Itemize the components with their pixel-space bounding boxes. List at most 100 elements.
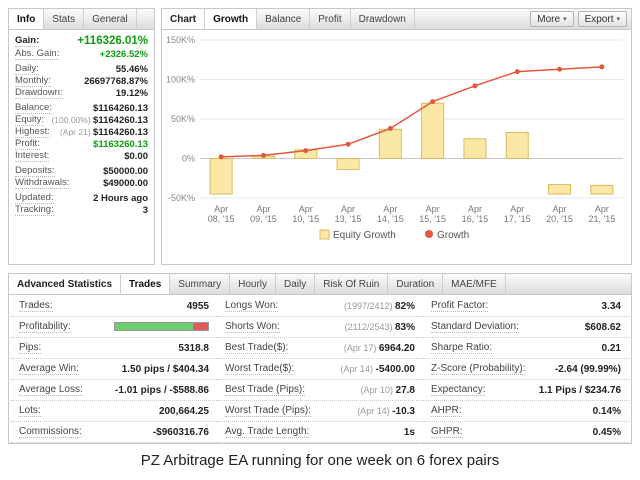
tab-risk-of-ruin[interactable]: Risk Of Ruin	[315, 274, 389, 294]
stat-value-main: 27.8	[395, 384, 415, 396]
equity-growth-legend-marker[interactable]	[319, 229, 330, 240]
y-axis-tick-label: 100K%	[166, 75, 195, 85]
stat-value: 5318.8	[178, 343, 209, 354]
x-axis-label: 14, '15	[377, 214, 404, 224]
tab-advanced-statistics[interactable]: Advanced Statistics	[9, 274, 122, 294]
growth-line-point	[557, 66, 563, 72]
tab-drawdown[interactable]: Drawdown	[351, 9, 415, 29]
stat-row-worst-trade-pips: Worst Trade (Pips): (Apr 14) -10.3	[217, 401, 423, 422]
x-axis-label: Apr	[256, 204, 270, 214]
info-value-main: +116326.01%	[77, 34, 148, 47]
stat-label: Longs Won:	[225, 300, 279, 312]
tab-hourly[interactable]: Hourly	[230, 274, 276, 294]
stat-value-main: 5318.8	[178, 342, 209, 354]
stat-value-prefix: (2112/2543)	[344, 321, 395, 332]
info-value: $0.00	[124, 151, 148, 162]
equity-growth-bar	[209, 158, 233, 195]
tab-chart[interactable]: Chart	[162, 9, 206, 29]
tab-balance[interactable]: Balance	[257, 9, 311, 29]
info-label: Daily:	[15, 63, 39, 75]
y-axis-tick-label: 50K%	[171, 114, 195, 124]
info-group: Daily: 55.46% Monthly: 26697768.87% Drawdown…	[9, 63, 154, 99]
info-value: $1164260.13	[93, 103, 148, 114]
info-row-daily: Daily: 55.46%	[9, 63, 154, 75]
x-axis-label: 17, '15	[504, 214, 531, 224]
stat-label: Z-Score (Probability):	[431, 363, 526, 375]
tab-profit[interactable]: Profit	[310, 9, 351, 29]
stat-value: -1.01 pips / -$588.86	[115, 385, 209, 396]
stat-row-z-score-probability: Z-Score (Probability): -2.64 (99.99%)	[423, 359, 629, 380]
stat-row-avg-trade-length: Avg. Trade Length: 1s	[217, 422, 423, 443]
x-axis-label: Apr	[553, 204, 567, 214]
info-value: $1163260.13	[93, 139, 148, 150]
y-axis-tick-label: -50K%	[168, 193, 195, 203]
x-axis-label: 09, '15	[250, 214, 277, 224]
tab-growth[interactable]: Growth	[205, 9, 258, 29]
info-panel: Info Stats General Gain: +116326.01% Abs. Ga…	[8, 8, 155, 265]
x-axis-label: Apr	[595, 204, 609, 214]
tab-summary[interactable]: Summary	[170, 274, 231, 294]
stat-row-profit-factor: Profit Factor: 3.34	[423, 296, 629, 317]
stat-value-main: -1.01 pips / -$588.86	[115, 384, 209, 396]
tab-info[interactable]: Info	[9, 9, 45, 29]
more-button[interactable]: More ▾	[530, 11, 574, 27]
x-axis-label: 10, '15	[292, 214, 319, 224]
stat-value: -2.64 (99.99%)	[555, 364, 621, 375]
caption: PZ Arbitrage EA running for one week on …	[140, 452, 500, 469]
growth-line-point	[387, 125, 393, 131]
stat-row-profitability: Profitability:	[11, 317, 217, 338]
info-panel-body: Gain: +116326.01% Abs. Gain: +2326.52% Daily…	[9, 30, 154, 216]
stat-value	[114, 322, 209, 333]
tab-stats[interactable]: Stats	[44, 9, 85, 29]
stat-row-sharpe-ratio: Sharpe Ratio: 0.21	[423, 338, 629, 359]
info-label: Updated:	[15, 192, 54, 204]
info-value-main: $1164260.13	[93, 114, 148, 126]
stat-value: 1s	[404, 427, 415, 438]
stat-value: (1997/2412) 82%	[344, 301, 415, 312]
growth-legend-marker[interactable]	[425, 230, 433, 238]
stat-label: Worst Trade($):	[225, 363, 295, 375]
growth-line-point	[430, 99, 436, 105]
tab-duration[interactable]: Duration	[388, 274, 444, 294]
equity-growth-bar	[505, 131, 529, 159]
info-label: Profit:	[15, 138, 40, 150]
info-value: $49000.00	[103, 178, 148, 189]
export-button-label: Export	[584, 13, 614, 25]
info-label: Tracking:	[15, 204, 54, 216]
tab-general[interactable]: General	[84, 9, 137, 29]
export-button[interactable]: Export ▾	[577, 11, 627, 27]
info-row-tracking: Tracking: 3	[9, 204, 154, 216]
info-row-withdrawals: Withdrawals: $49000.00	[9, 177, 154, 189]
stat-value: 4955	[187, 301, 209, 312]
equity-growth-bar	[421, 102, 445, 159]
info-row-deposits: Deposits: $50000.00	[9, 165, 154, 177]
info-value-main: 3	[142, 204, 148, 216]
info-tabbar: Info Stats General	[9, 9, 154, 30]
stat-value: (2112/2543) 83%	[345, 322, 415, 333]
tab-daily[interactable]: Daily	[276, 274, 316, 294]
info-label: Drawdown:	[15, 87, 63, 99]
growth-line-point	[472, 83, 478, 89]
stat-value-main: 83%	[394, 321, 415, 333]
x-axis-label: 08, '15	[208, 214, 235, 224]
stat-label: Average Loss:	[19, 384, 83, 396]
equity-growth-legend-label[interactable]: Equity Growth	[333, 230, 396, 241]
tab-mae-mfe[interactable]: MAE/MFE	[443, 274, 506, 294]
tab-trades[interactable]: Trades	[121, 274, 171, 294]
growth-legend-label[interactable]: Growth	[437, 230, 469, 241]
chart-tabs: Chart Growth Balance Profit Drawdown	[162, 9, 415, 29]
stat-label: Avg. Trade Length:	[225, 426, 310, 438]
info-value-prefix: (Apr 21)	[59, 126, 94, 137]
stat-value: 0.21	[602, 343, 621, 354]
stat-value-main: 3.34	[601, 300, 621, 312]
stat-label: Profitability:	[19, 321, 71, 333]
export-dropdown-arrow: ▾	[616, 16, 620, 23]
stat-value-main: 200,664.25	[158, 405, 209, 417]
stat-row-standard-deviation: Standard Deviation: $608.62	[423, 317, 629, 338]
stat-value-main: 1s	[403, 426, 415, 438]
info-value-main: $1163260.13	[93, 138, 148, 150]
info-label: Balance:	[15, 102, 52, 114]
stat-row-best-trade-pips: Best Trade (Pips): (Apr 10) 27.8	[217, 380, 423, 401]
stat-value-main: 6964.20	[378, 342, 415, 354]
stat-label: Lots:	[19, 405, 41, 417]
